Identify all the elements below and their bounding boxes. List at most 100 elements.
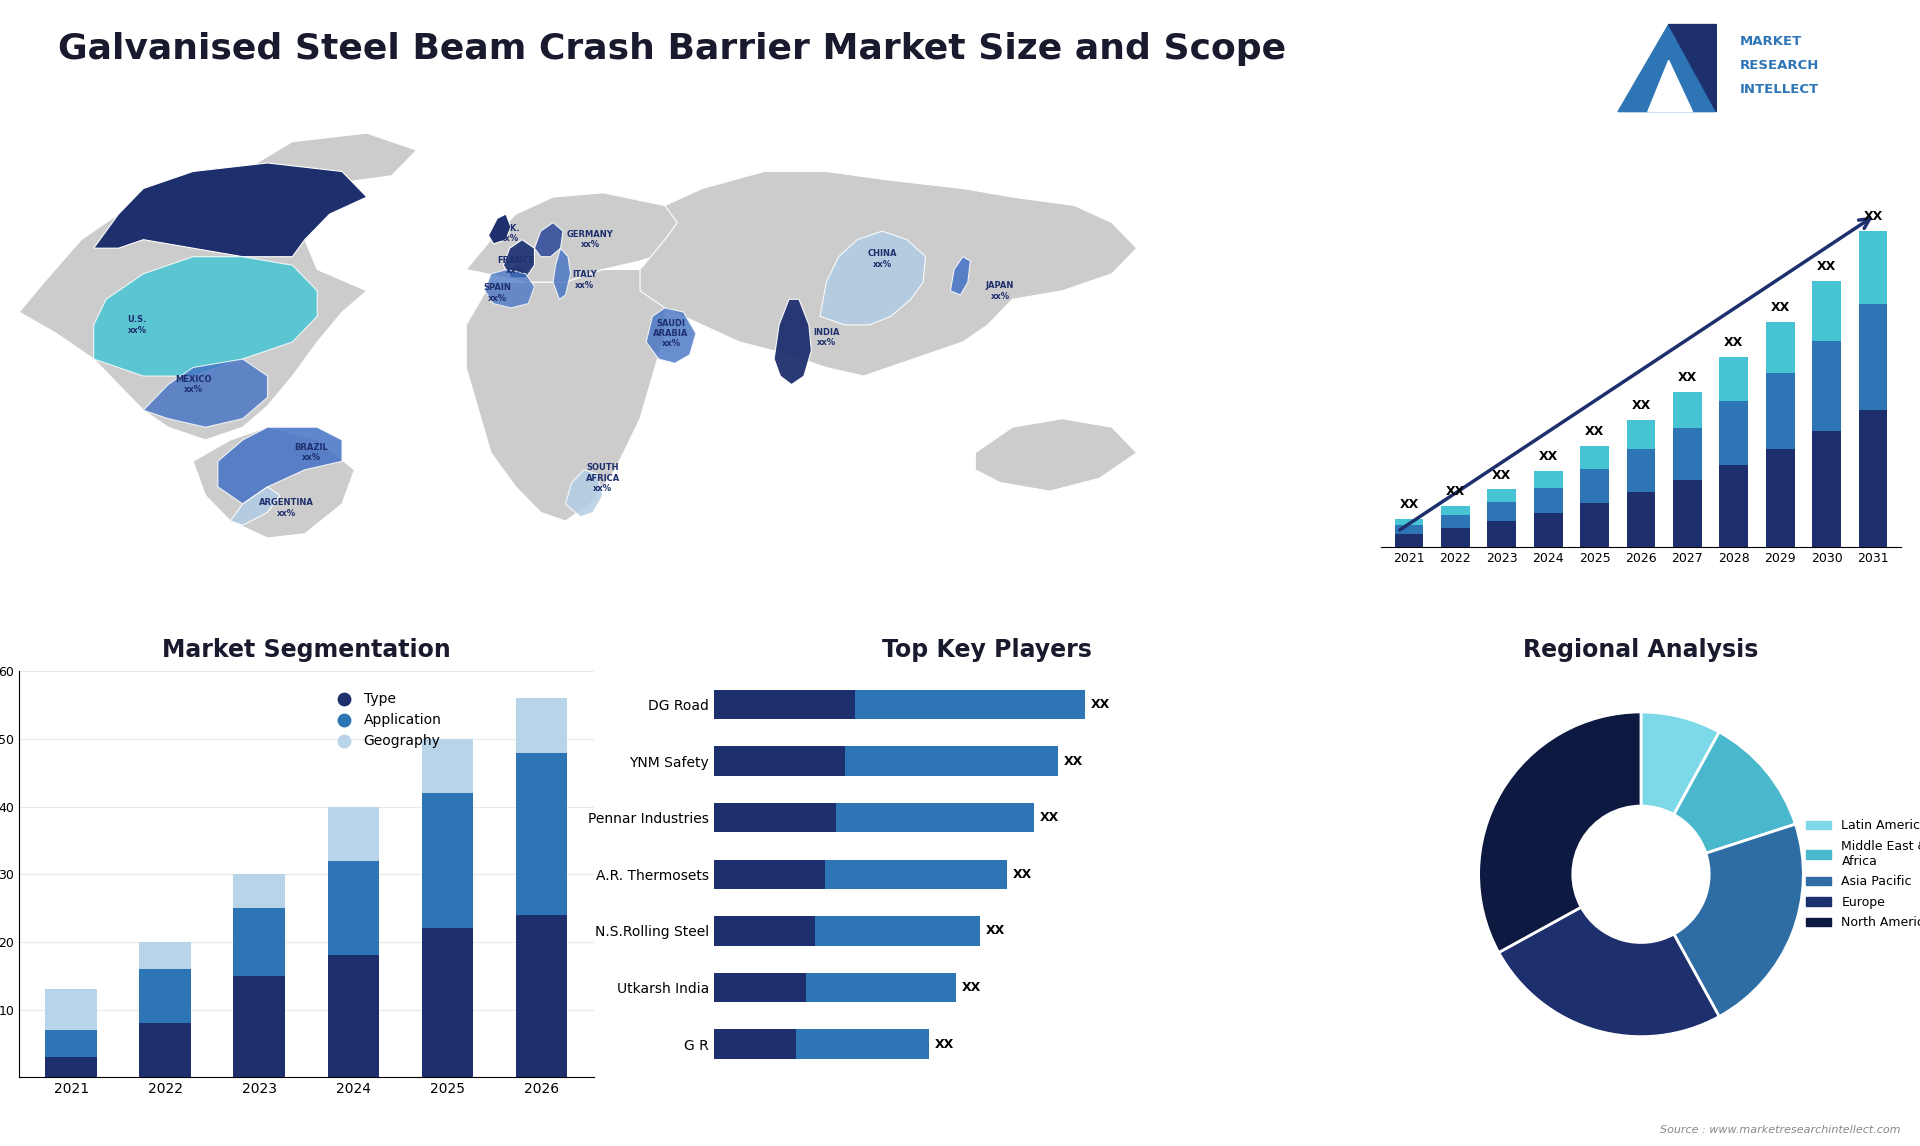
Legend: Type, Application, Geography: Type, Application, Geography [324,686,447,753]
Polygon shape [774,299,812,385]
Polygon shape [503,240,534,278]
Polygon shape [647,308,695,363]
Text: XX: XX [1400,499,1419,511]
Polygon shape [553,249,570,299]
Polygon shape [1668,24,1716,111]
Polygon shape [534,222,563,257]
Bar [140,970,192,1023]
Text: BRAZIL
xx%: BRAZIL xx% [294,444,328,463]
Bar [1766,374,1795,449]
Bar [714,916,814,945]
Polygon shape [486,269,534,308]
Title: Top Key Players: Top Key Players [883,638,1092,662]
Bar [714,803,835,832]
Wedge shape [1642,712,1718,815]
Bar [1488,502,1517,521]
Bar [1394,525,1423,534]
Bar [814,916,979,945]
Bar [1812,431,1841,547]
Bar [1720,401,1747,464]
Bar [1812,342,1841,431]
Bar [422,739,474,793]
Text: XX: XX [1632,399,1651,413]
Bar [845,746,1058,776]
Polygon shape [217,427,342,504]
Bar [1720,464,1747,547]
Bar [1672,429,1701,480]
Polygon shape [1647,61,1692,111]
Text: ITALY
xx%: ITALY xx% [572,270,597,290]
Polygon shape [488,214,511,244]
Polygon shape [242,133,417,185]
Polygon shape [144,359,267,427]
Bar [1442,515,1471,528]
Bar [1394,519,1423,525]
Polygon shape [950,257,970,295]
Bar [1580,470,1609,503]
Text: ARGENTINA
xx%: ARGENTINA xx% [259,499,313,518]
Text: FRANCE
xx%: FRANCE xx% [497,256,534,275]
Bar [1534,471,1563,488]
Text: XX: XX [1012,868,1031,881]
Text: RESEARCH: RESEARCH [1740,60,1820,72]
Bar [234,908,286,975]
Bar [714,746,845,776]
Bar [1626,421,1655,449]
Text: XX: XX [1862,210,1884,223]
Title: Market Segmentation: Market Segmentation [161,638,451,662]
Text: XX: XX [1492,469,1511,481]
Bar [1488,521,1517,547]
Bar [234,975,286,1077]
Bar [516,753,568,915]
Bar [1812,281,1841,342]
Text: XX: XX [1064,754,1083,768]
Bar [714,973,806,1003]
Text: GERMANY
xx%: GERMANY xx% [566,230,614,250]
Bar [1859,230,1887,304]
Bar [422,928,474,1077]
Bar [46,989,98,1030]
Text: XX: XX [985,925,1004,937]
Bar [1580,503,1609,547]
Text: XX: XX [1446,485,1465,499]
Title: Regional Analysis: Regional Analysis [1523,638,1759,662]
Bar [1859,410,1887,547]
Bar [1442,528,1471,547]
Bar [806,973,956,1003]
Polygon shape [194,427,355,537]
Polygon shape [639,172,1137,376]
Text: XX: XX [1538,449,1557,463]
Text: SAUDI
ARABIA
xx%: SAUDI ARABIA xx% [653,319,689,348]
Polygon shape [820,231,925,325]
Text: U.S.
xx%: U.S. xx% [127,315,146,335]
Bar [1442,505,1471,515]
Text: INDIA
xx%: INDIA xx% [812,328,839,347]
Text: XX: XX [1586,425,1605,439]
Text: JAPAN
xx%: JAPAN xx% [985,281,1014,300]
Text: Galvanised Steel Beam Crash Barrier Market Size and Scope: Galvanised Steel Beam Crash Barrier Mark… [58,32,1286,66]
Bar [516,698,568,753]
Polygon shape [467,269,664,521]
Text: CANADA
xx%: CANADA xx% [161,221,200,241]
Bar [1766,322,1795,374]
Wedge shape [1500,908,1718,1037]
Text: Source : www.marketresearchintellect.com: Source : www.marketresearchintellect.com [1661,1124,1901,1135]
Polygon shape [94,163,367,257]
Bar [1580,446,1609,470]
Bar [1488,489,1517,502]
Bar [714,860,826,889]
Wedge shape [1478,712,1642,952]
Polygon shape [467,193,703,282]
Bar [1672,480,1701,547]
Bar [1672,392,1701,429]
Text: MEXICO
xx%: MEXICO xx% [175,375,211,394]
Polygon shape [94,257,317,376]
Text: XX: XX [1816,260,1836,273]
Text: MARKET: MARKET [1740,36,1803,48]
Text: XX: XX [1091,698,1110,711]
Text: XX: XX [1678,371,1697,384]
Bar [422,793,474,928]
Text: XX: XX [1724,336,1743,350]
Bar [516,915,568,1077]
Bar [328,861,380,956]
